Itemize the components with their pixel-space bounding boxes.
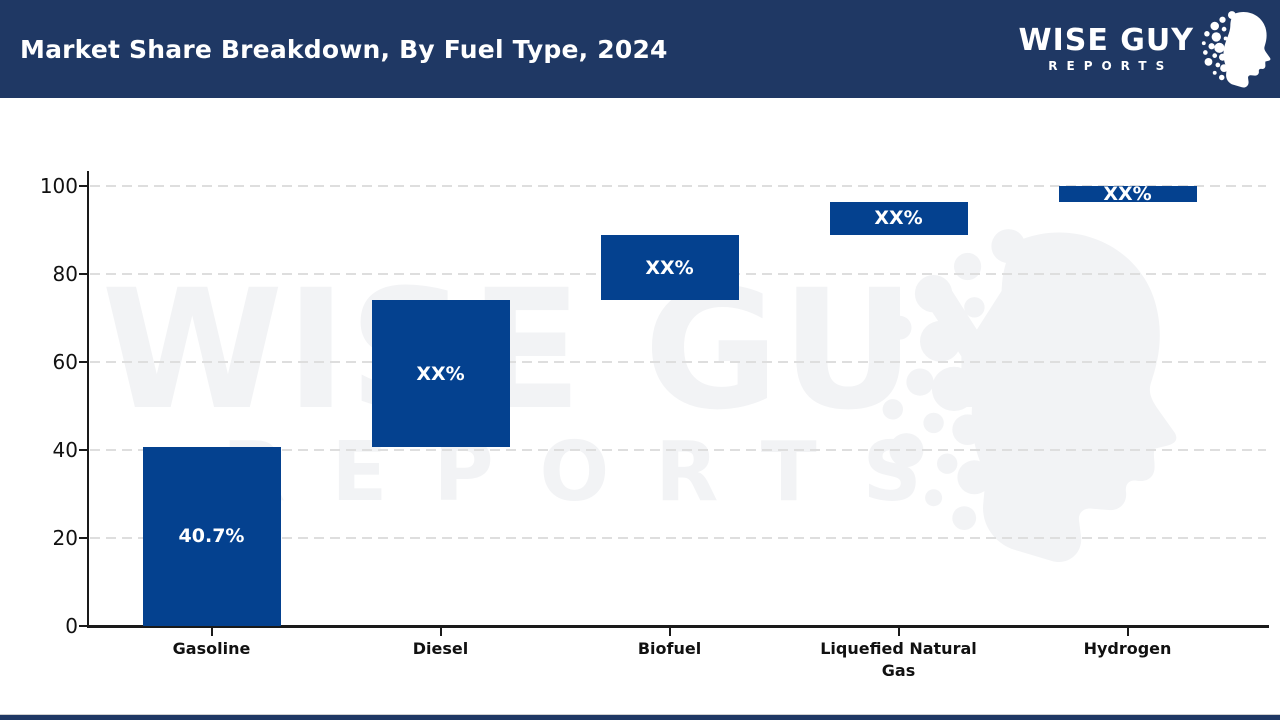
- gridline-20: [90, 537, 1266, 539]
- y-tick-label-0: 0: [65, 614, 78, 638]
- bar-value-label-gasoline: 40.7%: [178, 525, 245, 548]
- gridline-60: [90, 361, 1266, 363]
- y-tick-mark-20: [79, 537, 88, 539]
- x-tick-mark-diesel: [439, 628, 442, 636]
- bar-value-label-diesel: XX%: [416, 362, 465, 385]
- y-tick-label-20: 20: [52, 526, 78, 550]
- bar-diesel: XX%: [371, 300, 510, 447]
- app-header: Market Share Breakdown, By Fuel Type, 20…: [0, 0, 1280, 98]
- y-axis-spine: [87, 171, 89, 627]
- gridline-100: [90, 185, 1266, 187]
- watermark-reports-text: REPORTS: [222, 425, 968, 520]
- y-tick-mark-100: [79, 185, 88, 187]
- logo-head-icon: [1201, 11, 1271, 88]
- wiseguy-logo: WISE GUY REPORTS: [1018, 4, 1274, 94]
- bar-liquefied-natural-gas: XX%: [829, 201, 968, 235]
- wiseguy-logo-text: WISE GUY REPORTS: [1018, 23, 1194, 73]
- watermark-head-icon: [877, 229, 1177, 562]
- x-category-label-liquefied-natural-gas: Liquefied Natural Gas: [820, 639, 977, 680]
- y-tick-label-100: 100: [39, 174, 78, 198]
- y-tick-mark-80: [79, 273, 88, 275]
- footer-strip: [0, 714, 1280, 720]
- watermark-wordmark: WISE GUY: [101, 254, 1039, 446]
- x-category-label-gasoline: Gasoline: [172, 639, 251, 658]
- x-category-label-hydrogen: Hydrogen: [1083, 639, 1172, 658]
- y-tick-label-80: 80: [52, 262, 78, 286]
- gridline-40: [90, 449, 1266, 451]
- y-tick-mark-40: [79, 449, 88, 451]
- bar-value-label-liquefied-natural-gas: XX%: [874, 207, 923, 230]
- logo-reports-text: REPORTS: [1048, 59, 1174, 73]
- page-title: Market Share Breakdown, By Fuel Type, 20…: [20, 34, 668, 64]
- x-tick-mark-liquefied-natural-gas: [897, 628, 900, 636]
- bar-value-label-hydrogen: XX%: [1103, 186, 1152, 202]
- x-axis-spine: [87, 625, 1269, 628]
- y-tick-label-60: 60: [52, 350, 78, 374]
- x-tick-mark-gasoline: [210, 628, 213, 636]
- x-tick-mark-hydrogen: [1126, 628, 1129, 636]
- bar-gasoline: 40.7%: [142, 446, 281, 626]
- logo-wordmark: WISE GUY: [1018, 23, 1194, 58]
- y-tick-label-40: 40: [52, 438, 78, 462]
- bar-hydrogen: XX%: [1058, 186, 1197, 202]
- x-category-label-biofuel: Biofuel: [637, 639, 702, 658]
- y-tick-mark-0: [79, 625, 88, 627]
- bar-biofuel: XX%: [600, 234, 739, 301]
- x-tick-mark-biofuel: [668, 628, 671, 636]
- x-category-label-diesel: Diesel: [412, 639, 469, 658]
- bar-value-label-biofuel: XX%: [645, 256, 694, 279]
- y-tick-mark-60: [79, 361, 88, 363]
